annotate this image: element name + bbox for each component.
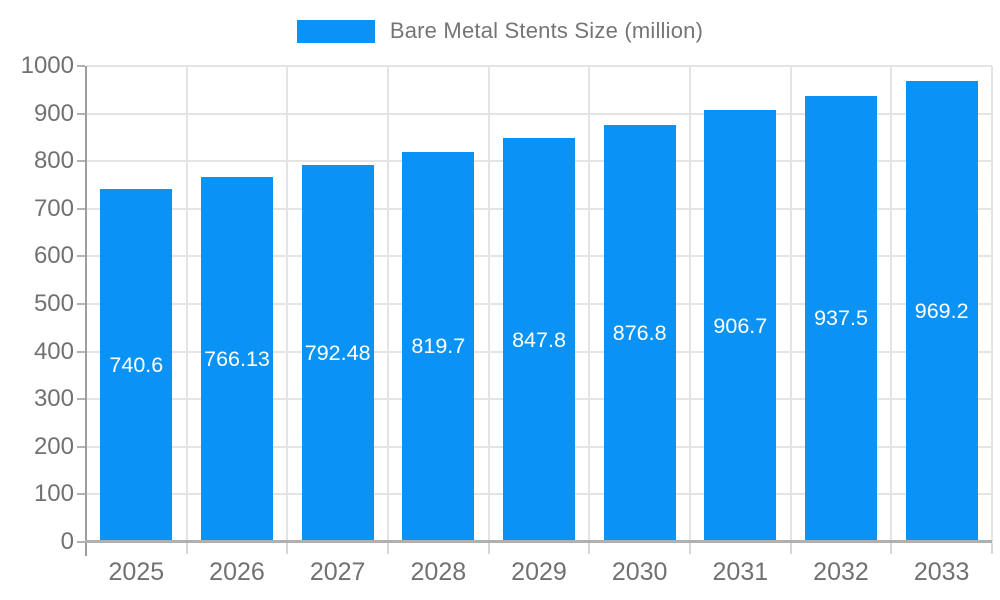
- y-axis-tick-label: 800: [33, 147, 74, 175]
- y-axis-tick-label: 900: [33, 99, 74, 127]
- x-tick-mark: [387, 543, 389, 554]
- x-axis-line: [85, 540, 992, 543]
- bar-2031: 906.7: [704, 110, 777, 542]
- y-axis-tick-label: 200: [33, 432, 74, 460]
- bar-value-label: 969.2: [914, 298, 969, 323]
- y-axis-tick-label: 600: [33, 242, 74, 270]
- gridline-vertical: [487, 66, 490, 542]
- y-axis-tick-label: 1000: [20, 52, 74, 79]
- bar-2025: 740.6: [100, 189, 173, 542]
- bar-value-label: 766.13: [204, 347, 270, 372]
- y-tick-mark: [77, 398, 85, 401]
- x-tick-mark: [85, 543, 87, 554]
- gridline-vertical: [185, 66, 188, 542]
- x-tick-mark: [588, 543, 591, 554]
- plot-area: 740.6 766.13 792.48 819.7 847.8 876.8 906.7 937…: [86, 65, 993, 542]
- bar-value-label: 740.6: [109, 353, 164, 378]
- x-axis-tick-label: 2028: [410, 558, 467, 586]
- x-tick-mark: [487, 543, 490, 554]
- bar-value-label: 847.8: [512, 327, 566, 352]
- y-tick-mark: [77, 112, 85, 115]
- gridline-horizontal: [86, 112, 992, 115]
- y-axis-tick-label: 500: [33, 290, 74, 317]
- x-axis-tick-label: 2033: [913, 558, 970, 586]
- y-axis-line: [85, 66, 87, 556]
- y-tick-mark: [77, 160, 85, 163]
- x-tick-mark: [689, 543, 691, 554]
- gridline-horizontal: [86, 65, 992, 67]
- bar-value-label: 819.7: [411, 334, 466, 359]
- x-tick-mark: [185, 543, 188, 554]
- y-tick-mark: [77, 541, 85, 543]
- x-axis-tick-label: 2025: [108, 558, 165, 586]
- y-axis-tick-label: 0: [60, 528, 74, 555]
- y-tick-mark: [77, 207, 85, 210]
- x-axis-tick-label: 2031: [712, 558, 769, 586]
- bar-value-label: 792.48: [304, 340, 371, 365]
- x-axis-tick-label: 2026: [209, 558, 265, 586]
- x-tick-mark: [890, 543, 893, 554]
- y-tick-mark: [77, 493, 85, 496]
- legend-swatch: [296, 19, 375, 43]
- y-tick-mark: [77, 65, 85, 67]
- gridline-vertical: [890, 66, 893, 542]
- gridline-vertical: [387, 66, 389, 542]
- y-tick-mark: [77, 303, 85, 305]
- bar-2027: 792.48: [301, 164, 374, 542]
- bar-value-label: 937.5: [814, 306, 868, 331]
- x-axis-tick-label: 2030: [611, 558, 668, 586]
- x-tick-mark: [286, 543, 289, 554]
- gridline-vertical: [789, 66, 792, 542]
- gridline-vertical: [286, 66, 289, 542]
- bar-value-label: 876.8: [612, 320, 667, 345]
- x-tick-mark: [991, 543, 993, 554]
- x-axis-tick-label: 2032: [813, 558, 869, 586]
- bar-2030: 876.8: [603, 124, 676, 542]
- bar-2029: 847.8: [503, 138, 575, 542]
- x-tick-mark: [789, 543, 792, 554]
- gridline-vertical: [991, 66, 993, 542]
- y-axis-tick-label: 700: [33, 194, 74, 222]
- bar-2033: 969.2: [905, 80, 978, 542]
- bar-2026: 766.13: [201, 177, 273, 542]
- y-tick-mark: [77, 445, 85, 448]
- gridline-vertical: [689, 66, 691, 542]
- y-axis-tick-label: 400: [33, 337, 74, 365]
- bar-value-label: 906.7: [713, 313, 768, 338]
- y-axis-tick-label: 100: [33, 480, 74, 508]
- y-tick-mark: [77, 255, 85, 258]
- bar-2032: 937.5: [805, 95, 877, 542]
- y-axis-tick-label: 300: [33, 385, 74, 413]
- y-tick-mark: [77, 350, 85, 353]
- gridline-vertical: [588, 66, 591, 542]
- bar-2028: 819.7: [402, 151, 475, 542]
- x-axis-tick-label: 2029: [511, 558, 567, 586]
- x-axis-tick-label: 2027: [309, 558, 366, 586]
- legend-label: Bare Metal Stents Size (million): [389, 18, 704, 43]
- chart-legend[interactable]: Bare Metal Stents Size (million): [0, 18, 1000, 44]
